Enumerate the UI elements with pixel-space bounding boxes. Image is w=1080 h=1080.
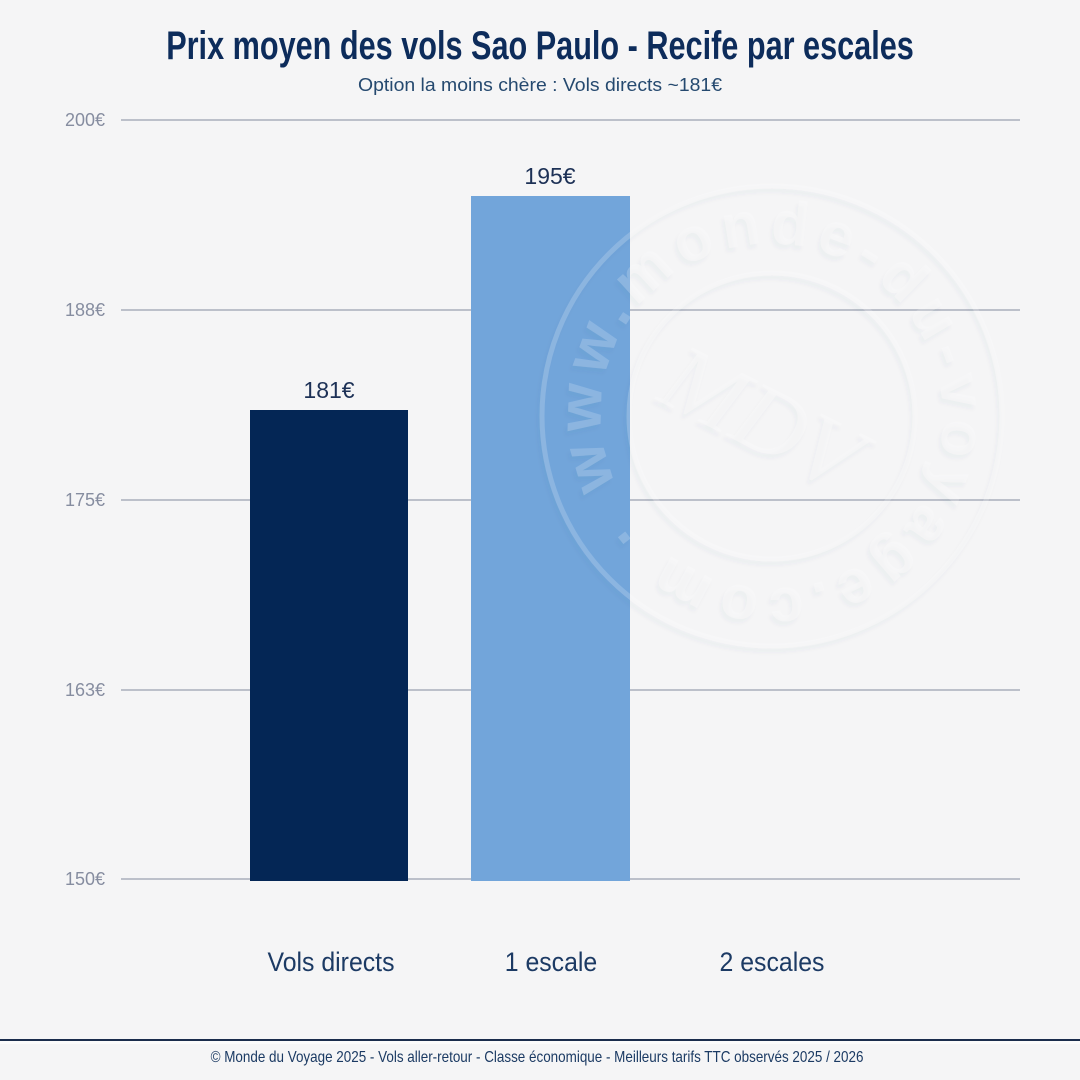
svg-text:MDV: MDV [644, 321, 888, 516]
